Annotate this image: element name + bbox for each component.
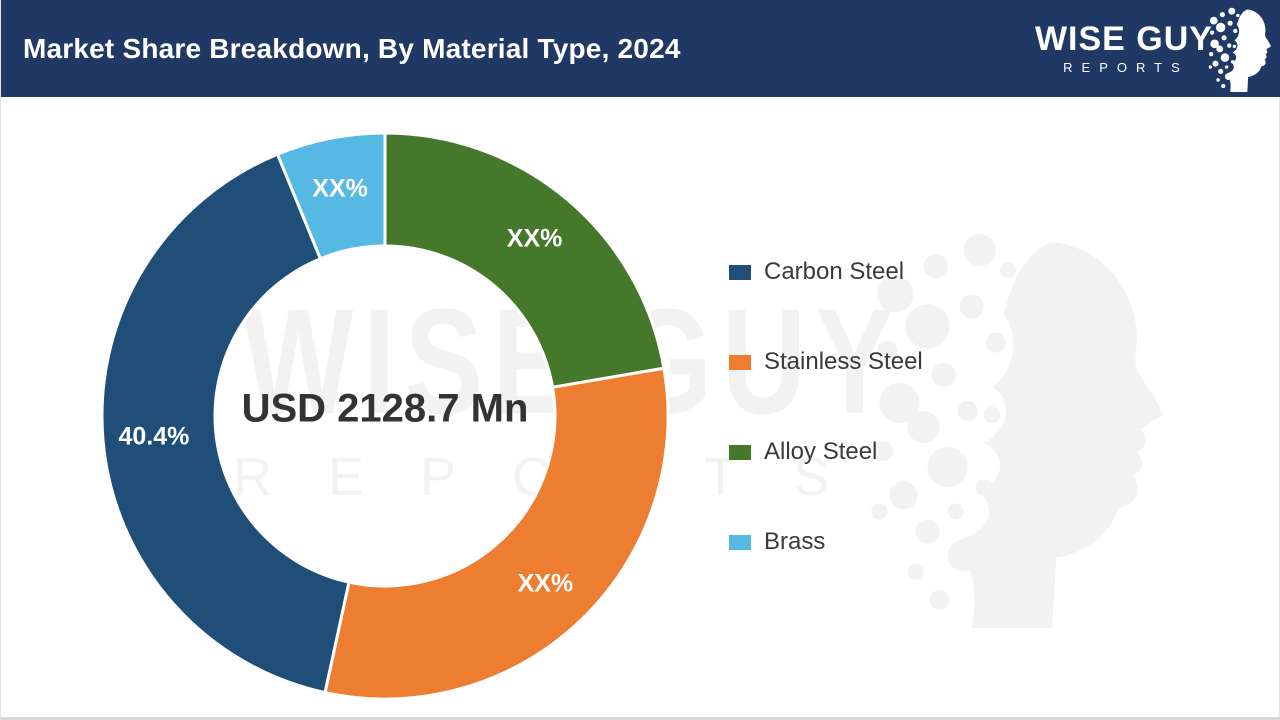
chart-legend: Carbon Steel Stainless Steel Alloy Steel Br… (729, 258, 923, 556)
legend-item-stainless-steel[interactable]: Stainless Steel (729, 348, 923, 376)
legend-item-carbon-steel[interactable]: Carbon Steel (729, 258, 923, 286)
legend-swatch-alloy-steel (729, 444, 751, 460)
legend-item-brass[interactable]: Brass (729, 528, 923, 556)
segment-label-alloy-steel: XX% (507, 225, 563, 253)
legend-label-brass: Brass (764, 528, 826, 555)
donut-segment-carbon-steel[interactable] (100, 152, 351, 695)
logo-subtitle: REPORTS (1063, 60, 1189, 76)
segment-label-stainless-steel: XX% (518, 570, 574, 598)
legend-label-stainless-steel: Stainless Steel (764, 348, 923, 375)
donut-segment-stainless-steel[interactable] (323, 366, 670, 701)
logo-wordmark: WISE GUY (1034, 19, 1213, 58)
header-bar: Market Share Breakdown, By Material Type… (1, 0, 1280, 97)
wise-guy-logo: WISE GUY REPORTS (1035, 5, 1273, 93)
chart-center-value: USD 2128.7 Mn (241, 386, 529, 431)
legend-swatch-brass (729, 534, 751, 550)
donut-segment-alloy-steel[interactable] (383, 131, 666, 389)
legend-label-carbon-steel: Carbon Steel (764, 258, 905, 285)
bottom-divider (1, 717, 1280, 720)
donut-segment-brass[interactable] (276, 131, 387, 261)
legend-swatch-carbon-steel (729, 264, 751, 280)
page-title: Market Share Breakdown, By Material Type… (23, 32, 681, 64)
segment-label-brass: XX% (312, 174, 368, 202)
legend-swatch-stainless-steel (729, 354, 751, 370)
legend-label-alloy-steel: Alloy Steel (764, 438, 878, 465)
legend-item-alloy-steel[interactable]: Alloy Steel (729, 438, 923, 466)
logo-face-icon (1207, 6, 1273, 92)
logo-text: WISE GUY REPORTS (1034, 19, 1213, 76)
segment-label-carbon-steel: 40.4% (118, 422, 189, 450)
